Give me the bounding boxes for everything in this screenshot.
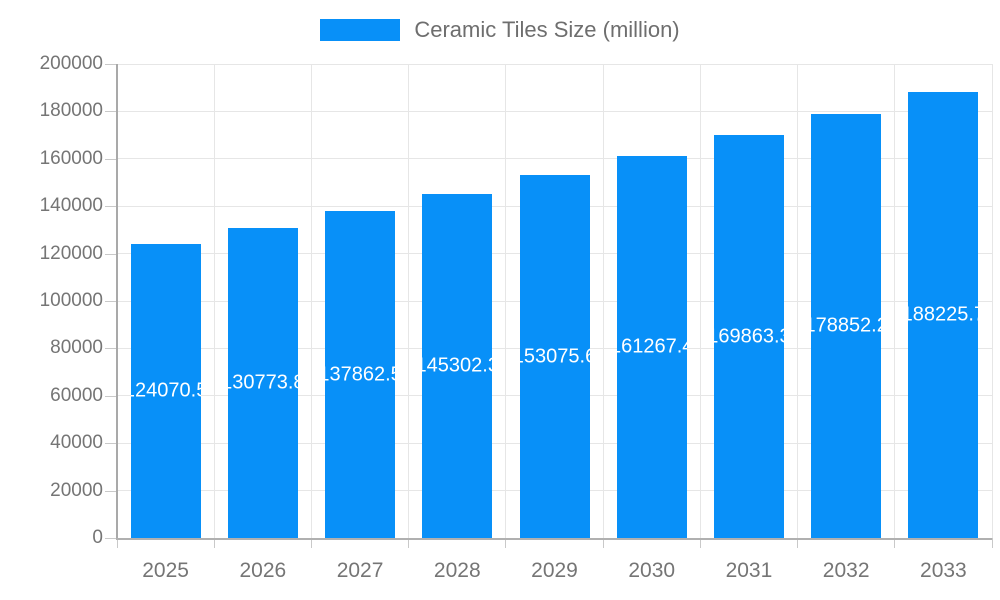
y-axis-tick xyxy=(105,348,117,350)
x-axis-tick xyxy=(602,538,604,548)
y-axis-label: 100000 xyxy=(39,290,103,311)
x-axis-tick xyxy=(991,538,993,548)
x-axis-tick xyxy=(505,538,507,548)
bar-value-label: 130773.8 xyxy=(228,371,298,394)
y-axis-label: 60000 xyxy=(50,384,103,406)
x-axis-tick xyxy=(310,538,312,548)
y-axis-tick xyxy=(105,64,117,65)
y-axis-label: 180000 xyxy=(39,100,103,122)
y-axis-tick xyxy=(105,111,117,113)
bar-value-label: 124070.5 xyxy=(131,379,201,402)
x-axis-label: 2028 xyxy=(433,559,481,582)
y-axis-label: 120000 xyxy=(39,242,103,264)
y-axis-label: 80000 xyxy=(50,337,103,359)
bar-2033[interactable]: 188225.7 xyxy=(908,91,979,538)
v-gridline xyxy=(310,64,312,538)
y-axis-tick xyxy=(105,490,117,492)
y-axis-label: 140000 xyxy=(39,195,103,217)
h-gridline xyxy=(117,158,992,160)
y-axis-tick xyxy=(105,443,117,445)
y-axis-tick xyxy=(105,206,117,208)
v-gridline xyxy=(408,64,410,538)
v-gridline xyxy=(699,64,701,538)
y-axis-tick xyxy=(105,538,117,539)
bar-value-label: 153075.6 xyxy=(520,345,590,368)
v-gridline xyxy=(797,64,799,538)
x-axis-label: 2027 xyxy=(336,559,384,582)
x-axis-label: 2025 xyxy=(142,559,189,582)
y-axis-label: 160000 xyxy=(39,147,103,169)
y-axis-label: 20000 xyxy=(50,479,103,501)
bar-value-label: 161267.4 xyxy=(617,335,687,358)
legend-item[interactable]: Ceramic Tiles Size (million) xyxy=(0,17,1000,43)
x-axis-tick xyxy=(116,538,118,548)
v-gridline xyxy=(602,64,604,538)
x-axis-label: 2026 xyxy=(239,559,287,582)
legend-swatch xyxy=(320,19,401,41)
bar-value-label: 188225.7 xyxy=(908,303,978,326)
x-axis-label: 2029 xyxy=(531,559,578,582)
v-gridline xyxy=(894,64,896,538)
x-axis-label: 2032 xyxy=(822,559,870,582)
y-axis-line xyxy=(116,64,118,540)
x-axis-tick xyxy=(797,538,799,548)
bar-value-label: 137862.5 xyxy=(325,363,395,386)
x-axis-tick xyxy=(894,538,896,548)
y-axis-tick xyxy=(105,158,117,160)
bar-value-label: 169863.3 xyxy=(714,325,784,348)
x-axis-label: 2033 xyxy=(920,559,967,582)
y-axis-tick xyxy=(105,253,117,255)
y-axis-label: 200000 xyxy=(39,53,103,74)
v-gridline xyxy=(213,64,215,538)
bar-2029[interactable]: 153075.6 xyxy=(519,175,590,538)
h-gridline xyxy=(117,110,992,112)
x-axis-line xyxy=(116,538,992,540)
bar-2027[interactable]: 137862.5 xyxy=(325,211,396,538)
x-axis-label: 2030 xyxy=(628,559,676,582)
y-axis-label: 40000 xyxy=(50,432,103,454)
y-axis-label: 0 xyxy=(92,527,103,548)
h-gridline xyxy=(117,63,992,65)
bar-2030[interactable]: 161267.4 xyxy=(616,155,687,538)
bar-value-label: 145302.3 xyxy=(422,354,492,377)
bar-2025[interactable]: 124070.5 xyxy=(130,243,201,538)
y-axis-tick xyxy=(105,301,117,302)
y-axis-tick xyxy=(105,395,117,397)
x-axis-label: 2031 xyxy=(725,559,773,582)
bar-2028[interactable]: 145302.3 xyxy=(422,193,493,538)
legend-label: Ceramic Tiles Size (million) xyxy=(414,17,680,42)
x-axis-tick xyxy=(699,538,701,548)
v-gridline xyxy=(991,64,993,538)
bar-2026[interactable]: 130773.8 xyxy=(227,228,298,538)
x-axis-tick xyxy=(408,538,410,548)
v-gridline xyxy=(505,64,507,538)
bar-2031[interactable]: 169863.3 xyxy=(713,135,784,538)
x-axis-tick xyxy=(213,538,215,548)
